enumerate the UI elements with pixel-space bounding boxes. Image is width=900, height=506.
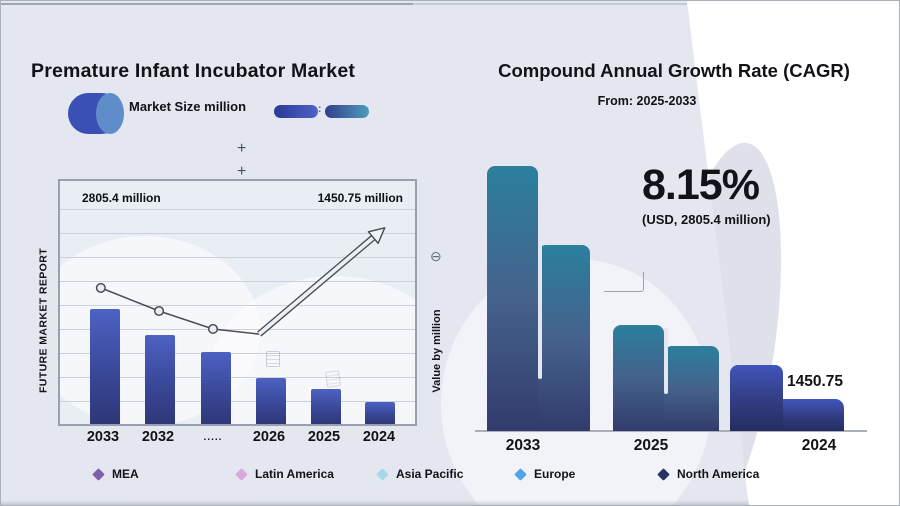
top-border-line-light	[413, 3, 687, 5]
cylinder-cap-icon	[96, 93, 124, 134]
market-size-label: Market Size million	[129, 99, 247, 114]
gridline	[60, 353, 415, 354]
bar-gap	[538, 168, 542, 379]
gridline	[60, 233, 415, 234]
market-size-bar-.....	[201, 352, 231, 424]
cagr-bar-2024	[730, 365, 783, 431]
market-size-bar-2033	[90, 309, 120, 424]
ratio-colon: :	[318, 104, 322, 115]
top-border-line	[1, 3, 413, 5]
gridline	[60, 257, 415, 258]
x-axis-label: 2025	[307, 429, 341, 445]
market-size-bar-2026	[256, 378, 286, 424]
plus-icon: +	[237, 140, 247, 157]
end-value-label: 1450.75 million	[317, 191, 403, 205]
start-value-label: 2805.4 million	[82, 191, 161, 205]
cagr-value: 8.15%	[642, 161, 760, 209]
gridline	[60, 281, 415, 282]
minus-circle-icon: ⊖	[430, 248, 442, 264]
market-size-bar-2024	[365, 402, 395, 424]
plus-icon: +	[237, 163, 247, 180]
cagr-subtitle: From: 2025-2033	[597, 94, 697, 108]
gradient-pill-icon	[325, 105, 369, 118]
cagr-bar-2024	[783, 399, 844, 431]
corner-bracket	[604, 272, 644, 292]
cylinder-icon	[68, 93, 124, 134]
gridline	[60, 377, 415, 378]
gridline	[60, 329, 415, 330]
x-axis-line	[475, 430, 867, 432]
cagr-title: Compound Annual Growth Rate (CAGR)	[498, 60, 850, 81]
market-size-bar-2032	[145, 335, 175, 424]
x-axis-label: 2033	[86, 429, 120, 445]
cagr-x-label: 2025	[633, 437, 669, 454]
gridline	[60, 209, 415, 210]
clipboard-watermark-icon	[266, 351, 280, 367]
cagr-x-label: 2024	[801, 437, 837, 454]
x-axis-label: 2026	[252, 429, 286, 445]
x-axis-label: 2024	[362, 429, 396, 445]
market-size-x-axis: 2033 2032..... 2026 2025 2024	[58, 429, 417, 447]
page-title: Premature Infant Incubator Market	[31, 60, 356, 82]
cagr-bar-2033	[487, 166, 538, 431]
gridline	[60, 401, 415, 402]
x-axis-label: .....	[203, 432, 223, 443]
gridline	[60, 305, 415, 306]
cagr-basis-note: (USD, 2805.4 million)	[642, 212, 771, 227]
cagr-bar-2033	[538, 245, 590, 431]
cagr-x-label: 2033	[505, 437, 541, 454]
market-size-bar-2025	[311, 389, 341, 424]
market-size-chart-panel: 2805.4 million 1450.75 million	[58, 179, 417, 426]
x-axis-label: 2032	[141, 429, 175, 445]
bar-gap	[664, 328, 668, 394]
cagr-bar-2025	[613, 325, 664, 431]
gradient-pill-icon	[274, 105, 318, 118]
bottom-shadow	[1, 500, 749, 505]
bar-value-annotation: 1450.75	[787, 373, 844, 390]
cagr-bar-2025	[664, 346, 719, 431]
trend-arrow-overlay	[95, 227, 386, 337]
